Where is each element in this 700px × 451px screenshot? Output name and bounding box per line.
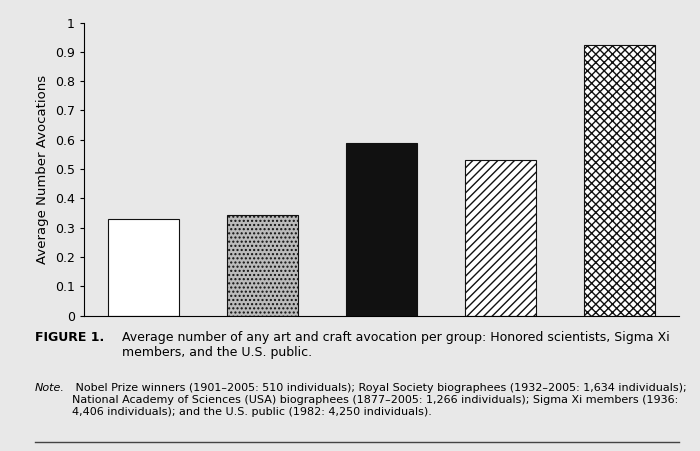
Text: FIGURE 1.: FIGURE 1. [35,331,104,345]
Bar [346,143,417,316]
Text: Nobel Prize winners (1901–2005: 510 individuals); Royal Society biographees (193: Nobel Prize winners (1901–2005: 510 indi… [72,383,687,417]
Y-axis label: Average Number Avocations: Average Number Avocations [36,74,50,264]
Bar [465,161,536,316]
Bar [227,215,298,316]
Text: Note.: Note. [35,383,65,393]
Bar [108,219,179,316]
Text: Average number of any art and craft avocation per group: Honored scientists, Sig: Average number of any art and craft avoc… [122,331,671,359]
Bar [584,45,655,316]
